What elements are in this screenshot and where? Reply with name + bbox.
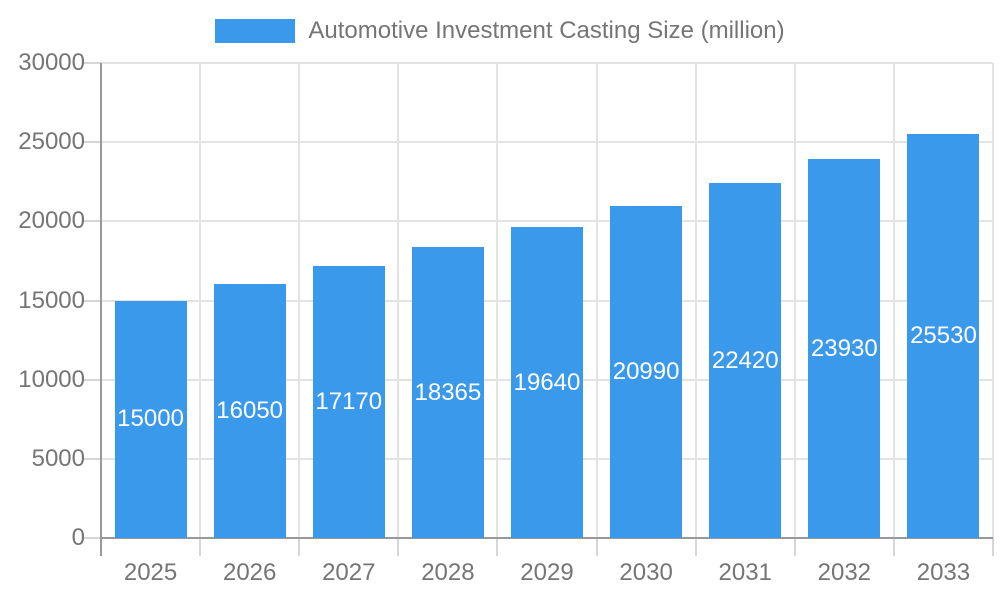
- legend[interactable]: Automotive Investment Casting Size (mill…: [0, 19, 1000, 43]
- bar: 15000: [114, 300, 187, 538]
- vertical-gridline: [397, 63, 400, 538]
- vertical-gridline: [892, 63, 895, 538]
- y-axis-tick: [83, 141, 101, 144]
- bar: 18365: [411, 247, 484, 538]
- horizontal-gridline: [101, 141, 993, 144]
- bar-value-label: 16050: [216, 396, 284, 424]
- bar: 23930: [808, 159, 881, 538]
- bar-value-label: 17170: [315, 388, 383, 416]
- bar-value-label: 20990: [612, 357, 680, 385]
- bar: 16050: [213, 283, 286, 538]
- x-axis-label: 2032: [817, 559, 872, 586]
- bar: 25530: [907, 133, 980, 538]
- x-axis-label: 2027: [322, 559, 376, 586]
- bar: 17170: [312, 266, 385, 538]
- x-axis-tick: [595, 538, 598, 556]
- y-axis-label: 15000: [18, 286, 85, 314]
- x-axis-line: [101, 537, 993, 539]
- x-axis-label: 2029: [520, 559, 574, 586]
- x-axis-tick: [496, 538, 499, 556]
- y-axis-tick: [83, 62, 101, 64]
- x-axis-tick: [199, 538, 202, 556]
- x-axis-label: 2033: [916, 559, 971, 586]
- bar-value-label: 18365: [414, 378, 482, 406]
- horizontal-gridline: [101, 62, 993, 64]
- bar-value-label: 15000: [117, 405, 184, 433]
- y-axis-label: 20000: [18, 207, 85, 235]
- x-axis-tick: [793, 538, 796, 556]
- bar-value-label: 25530: [910, 321, 977, 349]
- vertical-gridline: [992, 63, 994, 538]
- legend-swatch: [215, 19, 296, 43]
- x-axis-label: 2028: [421, 559, 475, 586]
- y-axis-tick: [83, 537, 101, 539]
- y-axis-label: 5000: [31, 444, 85, 472]
- y-axis-tick: [83, 299, 101, 302]
- horizontal-gridline: [101, 220, 993, 223]
- y-axis-tick: [83, 378, 101, 381]
- x-axis-label: 2030: [619, 559, 673, 586]
- x-axis-tick: [694, 538, 697, 556]
- x-axis-tick: [397, 538, 400, 556]
- vertical-gridline: [298, 63, 301, 538]
- x-axis-tick: [992, 538, 994, 556]
- vertical-gridline: [595, 63, 598, 538]
- x-axis-tick: [892, 538, 895, 556]
- x-axis-label: 2025: [123, 559, 178, 586]
- legend-label: Automotive Investment Casting Size (mill…: [308, 17, 785, 44]
- x-axis-label: 2031: [718, 559, 772, 586]
- y-axis-label: 10000: [18, 365, 85, 393]
- y-axis-label: 0: [71, 524, 85, 551]
- plot-area: 15000 16050 17170 18365 19640 20990 22420 23930…: [83, 62, 994, 556]
- vertical-gridline: [199, 63, 202, 538]
- bar: 19640: [511, 227, 583, 538]
- vertical-gridline: [496, 63, 499, 538]
- vertical-gridline: [793, 63, 796, 538]
- y-axis-line: [100, 63, 102, 556]
- y-axis-label: 25000: [18, 128, 85, 156]
- bar-value-label: 22420: [711, 346, 779, 374]
- bar: 20990: [610, 205, 683, 538]
- x-axis-label: 2026: [222, 559, 277, 586]
- bar-value-label: 19640: [513, 368, 581, 396]
- bar-value-label: 23930: [810, 334, 878, 362]
- y-axis-tick: [83, 457, 101, 460]
- vertical-gridline: [694, 63, 697, 538]
- bar: 22420: [709, 183, 782, 538]
- y-axis-tick: [83, 220, 101, 223]
- x-axis-tick: [298, 538, 301, 556]
- y-axis-label: 30000: [18, 49, 85, 76]
